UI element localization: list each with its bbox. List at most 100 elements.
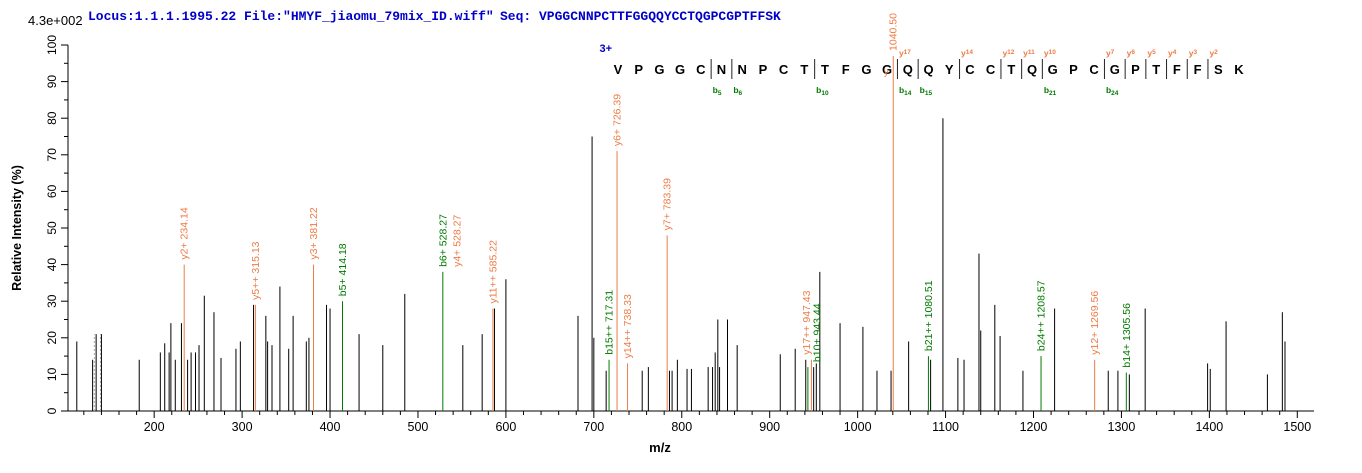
b-ion-marker: b6 bbox=[733, 85, 742, 97]
x-tick-label: 300 bbox=[232, 420, 253, 434]
y-axis-title: Relative Intensity (%) bbox=[10, 165, 24, 291]
x-tick-label: 400 bbox=[320, 420, 341, 434]
x-tick-label: 600 bbox=[495, 420, 516, 434]
x-tick-label: 700 bbox=[583, 420, 604, 434]
y-tick-label: 0 bbox=[45, 407, 59, 414]
x-axis-title: m/z bbox=[649, 440, 671, 455]
b-ion-marker: b14 bbox=[899, 85, 912, 97]
residue-letter: C bbox=[1089, 62, 1099, 77]
peak-label: y4+ 528.27 bbox=[451, 215, 463, 267]
residue-letter: K bbox=[1234, 62, 1244, 77]
residue-letter: G bbox=[1110, 62, 1120, 77]
residue-letter: Q bbox=[923, 62, 933, 77]
y-ion-marker: y17 bbox=[899, 48, 911, 58]
peak-label: y14++ 738.33 bbox=[622, 294, 634, 358]
peak-label: 1040.50 bbox=[888, 13, 900, 51]
residue-letter: P bbox=[1131, 62, 1140, 77]
precursor-charge-label: 3+ bbox=[599, 43, 612, 55]
b-ion-marker: b15 bbox=[920, 85, 933, 97]
annotated-peaks: y2+ 234.14 y5++ 315.13 y3+ 381.22 b5+ 414.1… bbox=[179, 13, 1133, 411]
x-tick-label: 900 bbox=[759, 420, 780, 434]
residue-letter: C bbox=[696, 62, 706, 77]
y-tick-label: 80 bbox=[45, 111, 59, 125]
y-ion-marker: y12 bbox=[1002, 48, 1014, 58]
peak-label: y12+ 1269.56 bbox=[1089, 291, 1101, 355]
x-tick-label: 200 bbox=[144, 420, 165, 434]
residue-letter: F bbox=[842, 62, 850, 77]
residue-letter: F bbox=[1194, 62, 1202, 77]
y-ion-marker: y11 bbox=[1023, 48, 1035, 58]
y-tick-label: 10 bbox=[45, 367, 59, 381]
residue-letter: Q bbox=[903, 62, 913, 77]
y-ion-marker: y10 bbox=[1044, 48, 1056, 58]
x-tick-label: 1100 bbox=[932, 420, 959, 434]
y-tick-label: 40 bbox=[45, 258, 59, 272]
peak-label: y6+ 726.39 bbox=[612, 94, 624, 146]
residue-letter: T bbox=[800, 62, 808, 77]
x-tick-label: 1000 bbox=[844, 420, 872, 434]
y-tick-label: 100 bbox=[45, 35, 59, 55]
residue-letter: G bbox=[654, 62, 664, 77]
y-tick-label: 90 bbox=[45, 75, 59, 89]
y-ion-marker: y5 bbox=[1147, 48, 1156, 58]
residue-letter: P bbox=[1069, 62, 1078, 77]
b-ion-marker: b10 bbox=[816, 85, 829, 97]
peak-label: y3+ 381.22 bbox=[308, 207, 320, 259]
x-tick-label: 1200 bbox=[1020, 420, 1048, 434]
residue-letter: Y bbox=[945, 62, 954, 77]
misc-y-glyph: y bbox=[884, 67, 889, 77]
y-ion-marker: y7 bbox=[1106, 48, 1115, 58]
peptide-ladder: 3+V P G G C N N P C T T F G G Q Q Y C C T Q G P C G P T F F S Kb5 b6 b10… bbox=[599, 43, 1244, 97]
background-peaks bbox=[76, 118, 1286, 411]
peak-label: b14+ 1305.56 bbox=[1121, 303, 1133, 368]
residue-letter: C bbox=[779, 62, 789, 77]
residue-letter: G bbox=[1048, 62, 1058, 77]
peak-label: y5++ 315.13 bbox=[250, 241, 262, 300]
x-tick-label: 1300 bbox=[1108, 420, 1136, 434]
y-tick-label: 70 bbox=[45, 148, 59, 162]
y-ion-marker: y2 bbox=[1209, 48, 1218, 58]
peak-label: b5+ 414.18 bbox=[337, 243, 349, 296]
x-tick-label: 800 bbox=[671, 420, 692, 434]
max-intensity-label: 4.3e+002 bbox=[28, 13, 83, 28]
y-tick-label: 20 bbox=[45, 331, 59, 345]
y-tick-label: 30 bbox=[45, 294, 59, 308]
x-tick-label: 500 bbox=[408, 420, 429, 434]
y-tick-label: 50 bbox=[45, 221, 59, 235]
residue-letter: P bbox=[634, 62, 643, 77]
removed-peaks bbox=[93, 334, 102, 411]
residue-letter: T bbox=[1007, 62, 1015, 77]
y-ion-marker: y4 bbox=[1168, 48, 1177, 58]
residue-letter: G bbox=[882, 62, 892, 77]
y-ion-marker: y6 bbox=[1127, 48, 1136, 58]
axes: 200 300 400 500 600 700 800 900 1000 1100 1200 1300… bbox=[10, 35, 1314, 455]
residue-letter: N bbox=[738, 62, 747, 77]
x-tick-label: 1500 bbox=[1283, 420, 1311, 434]
residue-letter: F bbox=[1173, 62, 1181, 77]
residue-letter: T bbox=[1152, 62, 1160, 77]
peak-label: b10+ 943.44 bbox=[811, 303, 823, 362]
residue-letter: G bbox=[861, 62, 871, 77]
b-ion-marker: b24 bbox=[1106, 85, 1119, 97]
peak-label: y7+ 783.39 bbox=[662, 178, 674, 230]
locus-file-label: Locus:1.1.1.1995.22 File:"HMYF_jiaomu_79… bbox=[88, 9, 494, 24]
residue-letter: T bbox=[821, 62, 829, 77]
residue-letter: S bbox=[1214, 62, 1223, 77]
peak-label: b21++ 1080.51 bbox=[923, 280, 935, 351]
residue-letter: C bbox=[965, 62, 975, 77]
y-ion-marker: y14 bbox=[961, 48, 973, 58]
residue-letter: N bbox=[717, 62, 726, 77]
residue-letter: G bbox=[675, 62, 685, 77]
peak-label: y11++ 585.22 bbox=[487, 240, 499, 304]
peak-label: b24++ 1208.57 bbox=[1036, 280, 1048, 351]
b-ion-marker: b5 bbox=[713, 85, 722, 97]
residue-letter: P bbox=[759, 62, 768, 77]
peak-label: b6+ 528.27 bbox=[437, 214, 449, 267]
y-ion-marker: y3 bbox=[1189, 48, 1198, 58]
peak-label: y17++ 947.43 bbox=[801, 290, 813, 354]
residue-letter: V bbox=[614, 62, 623, 77]
peak-label: b15++ 717.31 bbox=[604, 290, 616, 355]
b-ion-marker: b21 bbox=[1044, 85, 1057, 97]
